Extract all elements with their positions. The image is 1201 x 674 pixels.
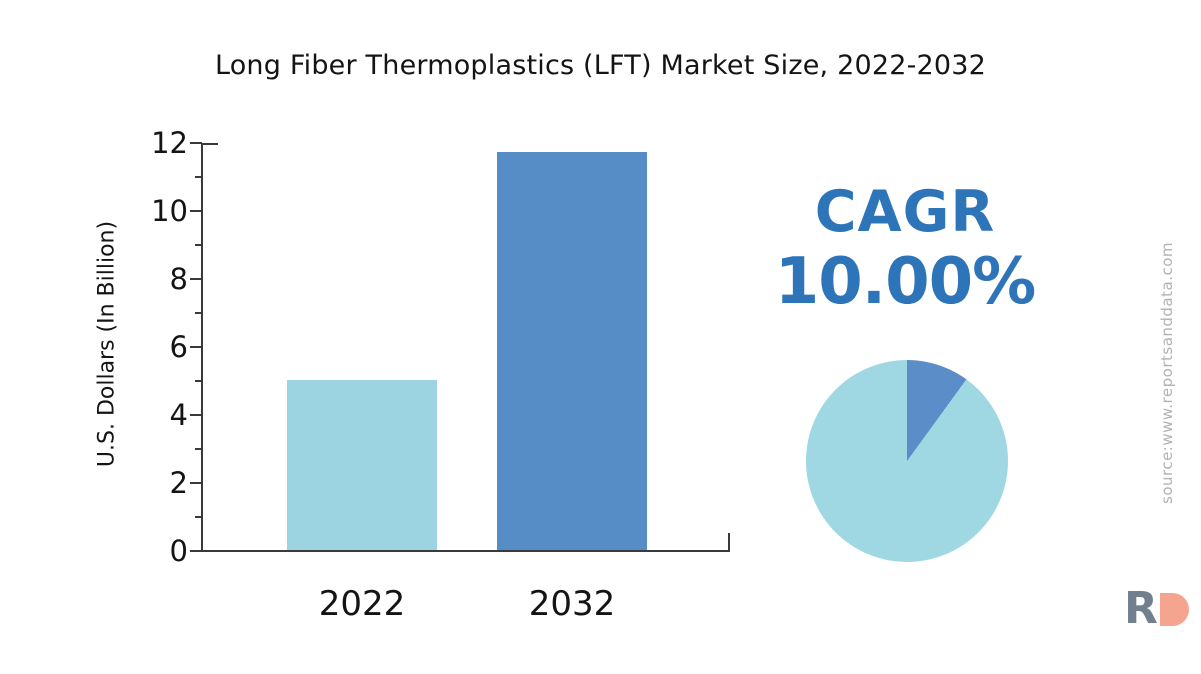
cagr-label: CAGR	[814, 179, 996, 245]
y-tick-major	[190, 210, 202, 212]
logo-letter-r: R	[1124, 583, 1158, 634]
bar-2032	[497, 152, 647, 550]
x-axis-label-2022: 2022	[318, 584, 406, 624]
pie-chart	[806, 360, 1008, 562]
y-tick-minor	[195, 448, 202, 450]
y-tick-label: 10	[151, 194, 188, 228]
y-tick-label: 2	[169, 466, 188, 500]
y-tick-major	[190, 346, 202, 348]
y-tick-minor	[195, 380, 202, 382]
y-tick-minor	[195, 312, 202, 314]
y-axis-title: U.S. Dollars (In Billion)	[94, 220, 120, 468]
y-tick-label: 8	[169, 262, 188, 296]
chart-title: Long Fiber Thermoplastics (LFT) Market S…	[214, 50, 987, 81]
y-axis-line	[201, 143, 203, 552]
y-tick-label: 12	[151, 126, 188, 160]
y-tick-label: 4	[169, 398, 188, 432]
y-tick-major	[190, 414, 202, 416]
bar-2022	[287, 380, 437, 550]
y-tick-major	[190, 278, 202, 280]
cagr-annotation: CAGR 10.00%	[744, 179, 1066, 319]
x-axis-line	[201, 550, 730, 552]
y-tick-minor	[195, 244, 202, 246]
x-axis-label-2032: 2032	[528, 584, 616, 624]
y-tick-label: 0	[169, 534, 188, 568]
y-axis-end-cap	[201, 143, 218, 145]
y-tick-minor	[195, 516, 202, 518]
cagr-value: 10.00%	[774, 244, 1037, 319]
x-axis-end-cap	[728, 533, 730, 552]
logo-letter-d-shape	[1159, 592, 1189, 626]
y-tick-label: 6	[169, 330, 188, 364]
y-tick-minor	[195, 176, 202, 178]
y-tick-major	[190, 550, 202, 552]
brand-logo: R	[1124, 583, 1189, 634]
y-tick-major	[190, 482, 202, 484]
y-tick-major	[190, 142, 202, 144]
source-watermark: source:www.reportsanddata.com	[1158, 242, 1176, 504]
